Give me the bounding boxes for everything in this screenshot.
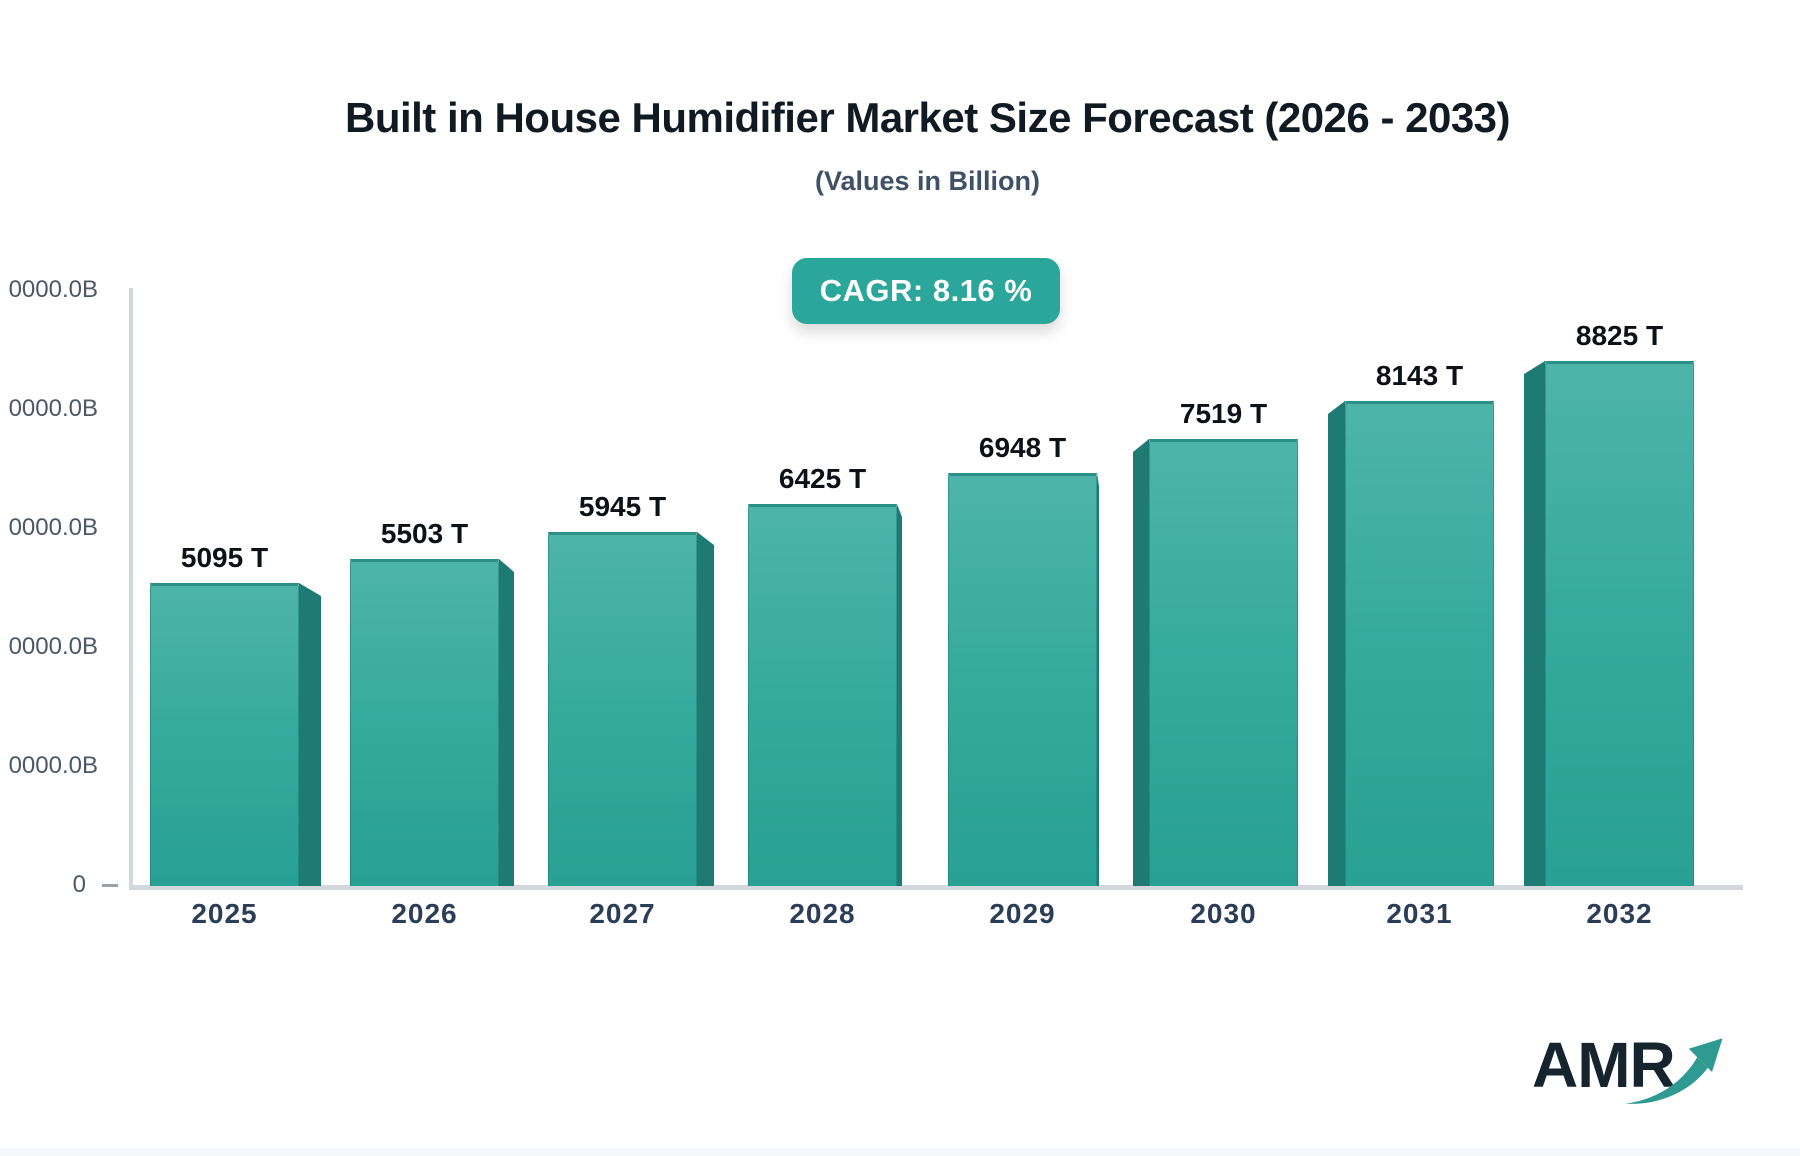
- x-axis-label: 2025: [191, 898, 258, 929]
- y-axis-tick-label: 0000.0B: [8, 633, 98, 660]
- bar-3d-side: [1524, 361, 1545, 886]
- bar-value-label: 5095 T: [180, 542, 269, 573]
- x-axis-label: 2029: [989, 898, 1056, 929]
- bar-value-label: 6425 T: [778, 463, 867, 494]
- y-axis-line: [129, 288, 133, 888]
- bar-value-label: 8143 T: [1375, 360, 1464, 391]
- x-axis-label: 2027: [589, 898, 656, 929]
- bar-value-label: 5945 T: [578, 491, 667, 522]
- bottom-edge-strip: [0, 1148, 1800, 1156]
- bar-2030: [1149, 439, 1298, 886]
- growth-arrow-icon: [1625, 1038, 1723, 1104]
- bar-value-label: 8825 T: [1575, 320, 1664, 351]
- y-axis-tick-label: 0000.0B: [8, 752, 98, 779]
- bar-2032: [1545, 361, 1694, 886]
- x-axis-label: 2030: [1190, 898, 1257, 929]
- x-axis-label: 2026: [391, 898, 458, 929]
- bar-3d-side: [299, 583, 321, 886]
- zero-tick-mark: [102, 884, 118, 887]
- bar-3d-side: [897, 504, 902, 886]
- bar-3d-side: [499, 559, 514, 886]
- x-axis-line: [129, 885, 1743, 890]
- cagr-badge-label: CAGR: 8.16 %: [819, 273, 1033, 308]
- y-axis-tick-label: 0000.0B: [8, 276, 98, 303]
- bar-3d-side: [1328, 401, 1345, 886]
- x-axis-label: 2031: [1386, 898, 1453, 929]
- x-axis-label: 2028: [789, 898, 856, 929]
- cagr-badge: CAGR: 8.16 %: [792, 258, 1060, 324]
- bar-value-label: 5503 T: [380, 518, 469, 549]
- bar-2025: [150, 583, 299, 886]
- bar-2028: [748, 504, 897, 886]
- bar-2031: [1345, 401, 1494, 886]
- y-axis-tick-label: 0000.0B: [8, 514, 98, 541]
- bar-2029: [948, 473, 1097, 886]
- bar-value-label: 7519 T: [1179, 398, 1268, 429]
- bar-3d-side: [697, 532, 714, 886]
- bar-3d-side: [1097, 473, 1099, 886]
- bar-3d-side: [1133, 439, 1149, 886]
- bar-2027: [548, 532, 697, 886]
- x-axis-label: 2032: [1586, 898, 1653, 929]
- chart-subtitle: (Values in Billion): [814, 166, 1041, 196]
- brand-logo: AMR: [1532, 1032, 1732, 1122]
- brand-logo-text: AMR: [1532, 1029, 1676, 1101]
- bar-2026: [350, 559, 499, 886]
- chart-title: Built in House Humidifier Market Size Fo…: [344, 94, 1511, 141]
- y-axis-tick-label: 0000.0B: [8, 395, 98, 422]
- y-axis-tick-label-zero: 0: [72, 871, 86, 898]
- bar-value-label: 6948 T: [978, 432, 1067, 463]
